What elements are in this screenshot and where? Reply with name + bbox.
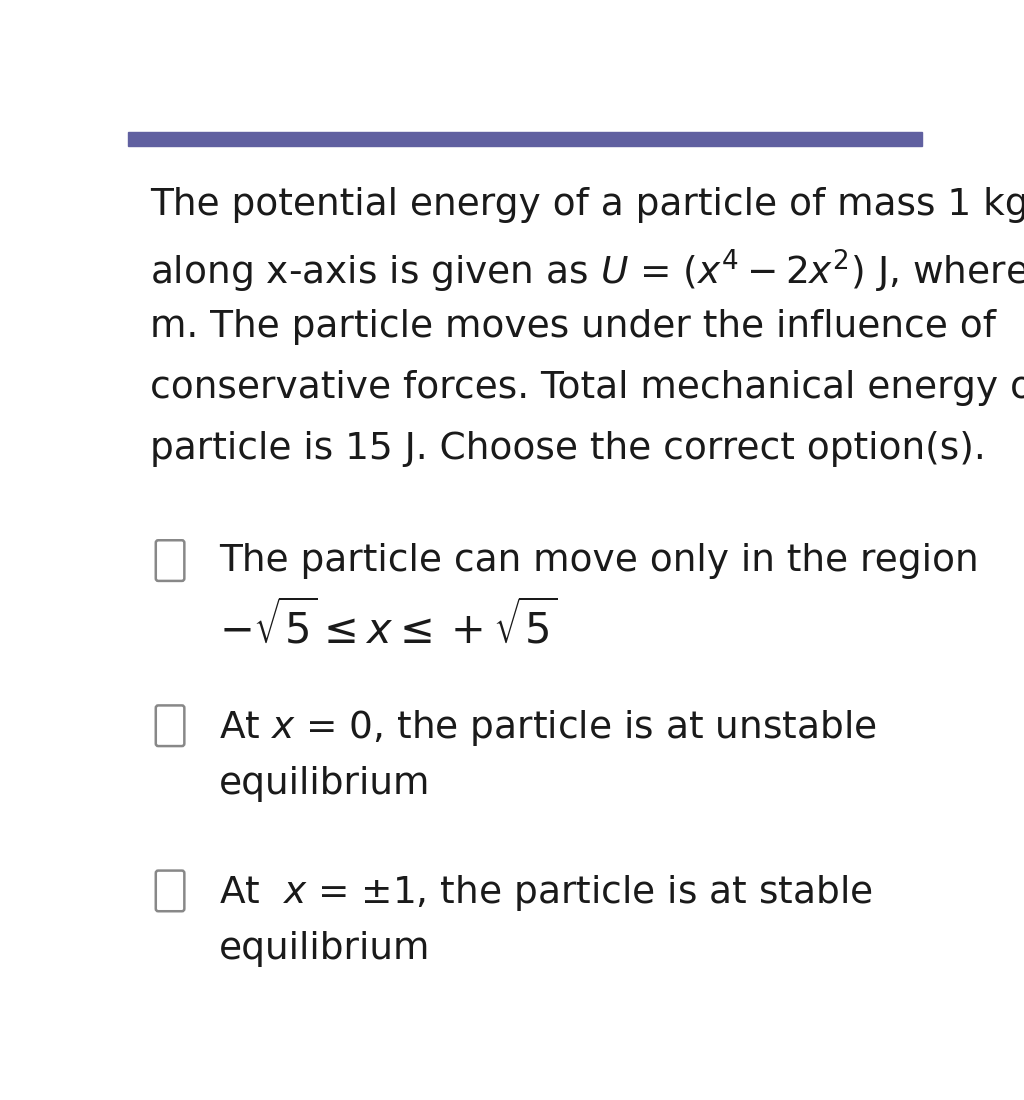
FancyBboxPatch shape: [156, 540, 184, 581]
Text: equilibrium: equilibrium: [219, 766, 431, 802]
FancyBboxPatch shape: [156, 870, 184, 911]
Text: $-\sqrt{5} \leq x \leq +\sqrt{5}$: $-\sqrt{5} \leq x \leq +\sqrt{5}$: [219, 601, 558, 652]
FancyBboxPatch shape: [156, 705, 184, 746]
Text: conservative forces. Total mechanical energy of: conservative forces. Total mechanical en…: [151, 370, 1024, 406]
Text: At $x$ = 0, the particle is at unstable: At $x$ = 0, the particle is at unstable: [219, 708, 878, 748]
Bar: [128, 132, 922, 146]
Text: particle is 15 J. Choose the correct option(s).: particle is 15 J. Choose the correct opt…: [151, 431, 986, 467]
Text: At  $x$ = $\pm$1, the particle is at stable: At $x$ = $\pm$1, the particle is at stab…: [219, 873, 872, 913]
Text: The particle can move only in the region: The particle can move only in the region: [219, 542, 979, 579]
Text: along x-axis is given as $U$ = $(x^4 - 2x^2)$ J, where $x$ is in: along x-axis is given as $U$ = $(x^4 - 2…: [151, 248, 1024, 295]
Text: equilibrium: equilibrium: [219, 931, 431, 967]
Text: The potential energy of a particle of mass 1 kg moving: The potential energy of a particle of ma…: [151, 187, 1024, 223]
Text: m. The particle moves under the influence of: m. The particle moves under the influenc…: [151, 309, 996, 345]
